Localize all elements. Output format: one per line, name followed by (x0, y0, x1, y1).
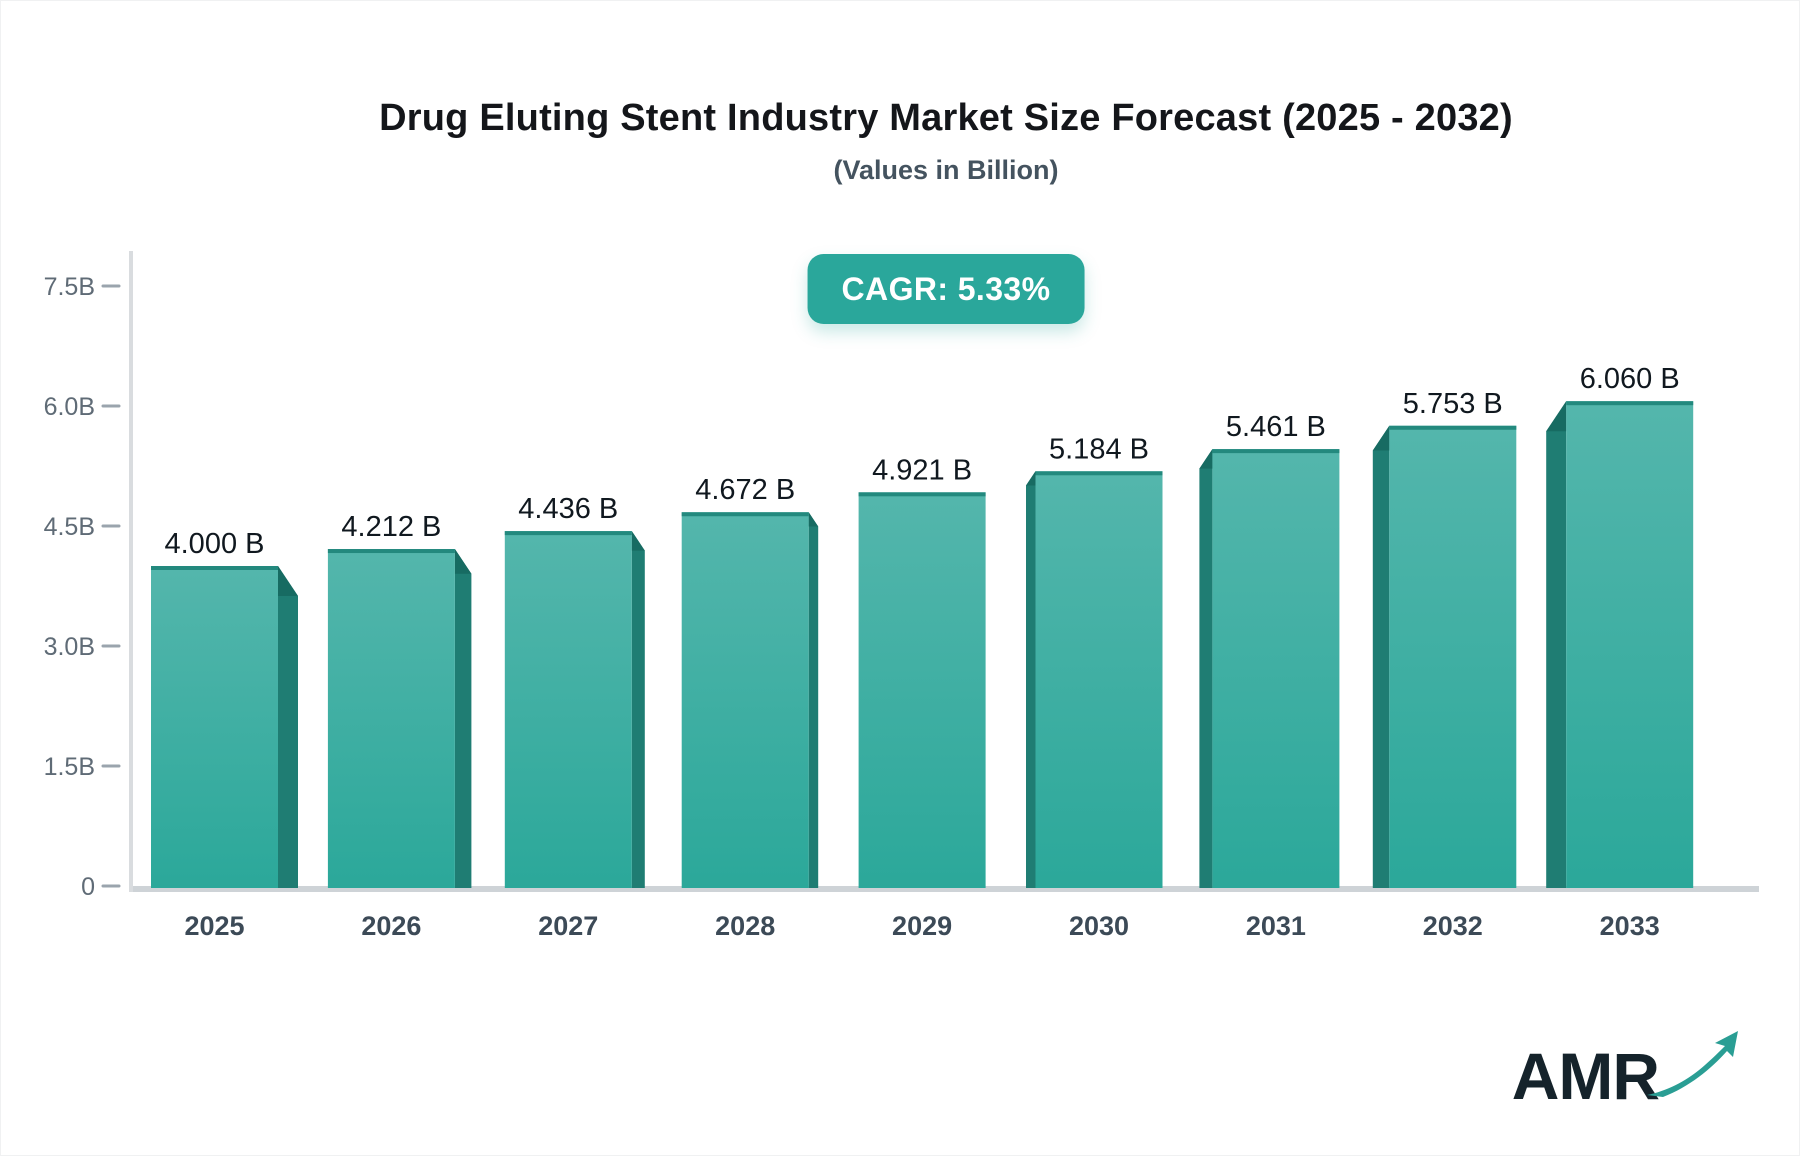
bar-2031: 5.461 B 2031 (1199, 411, 1340, 941)
x-category-label: 2031 (1246, 911, 1306, 941)
bar-value-label: 4.436 B (518, 493, 618, 525)
bar-top-edge (858, 492, 986, 497)
bar-side-face (454, 549, 472, 888)
bar-side-face (278, 566, 298, 888)
bar-front-face (504, 531, 632, 888)
growth-arrow-icon (1647, 1031, 1738, 1097)
bar-2025: 4.000 B 2025 (151, 528, 298, 941)
bar-value-label: 4.672 B (695, 474, 795, 506)
y-tick-label: 6.0B (44, 393, 95, 421)
bar-bevel-face (1026, 471, 1036, 486)
bar-bevel-face (278, 566, 298, 596)
y-tick-label: 7.5B (44, 273, 95, 301)
x-axis-line (129, 886, 1759, 892)
x-category-label: 2025 (184, 911, 244, 941)
bar-top-edge (1566, 401, 1694, 406)
bar-value-label: 5.184 B (1049, 433, 1149, 465)
bar-side-face (1372, 425, 1390, 888)
bar-bevel-face (808, 512, 819, 527)
x-category-label: 2033 (1600, 911, 1660, 941)
bar-top-edge (504, 531, 632, 536)
chart-header: Drug Eluting Stent Industry Market Size … (131, 1, 1761, 186)
x-category-label: 2027 (538, 911, 598, 941)
bar-top-edge (151, 566, 278, 570)
bar-2027: 4.436 B 2027 (504, 493, 645, 941)
bar-top-edge (327, 549, 455, 554)
bar-value-label: 5.753 B (1403, 388, 1503, 420)
chart-title: Drug Eluting Stent Industry Market Size … (379, 97, 1513, 139)
y-tick-label: 0 (81, 873, 95, 901)
bar-value-label: 4.212 B (341, 511, 441, 543)
bar-front-face (1212, 449, 1340, 888)
bar-bevel-face (1199, 449, 1213, 469)
x-category-label: 2026 (361, 911, 421, 941)
y-tick-label: 1.5B (44, 753, 95, 781)
x-category-label: 2028 (715, 911, 775, 941)
bar-front-face (1566, 401, 1694, 888)
bar-front-face (327, 549, 455, 888)
bar-2029: 4.921 B 2029 (858, 454, 986, 941)
bar-value-label: 6.060 B (1580, 363, 1680, 395)
bar-top-edge (1035, 471, 1163, 476)
bar-side-face (808, 512, 819, 888)
bar-2028: 4.672 B 2028 (681, 474, 819, 941)
bar-2030: 5.184 B 2030 (1026, 433, 1163, 941)
bar-bevel-face (1372, 425, 1390, 451)
chart-subtitle: (Values in Billion) (833, 154, 1059, 185)
bar-front-face (1389, 425, 1517, 888)
bar-side-face (1026, 471, 1036, 888)
bar-bevel-face (454, 549, 472, 574)
cagr-badge: CAGR: 5.33% (807, 254, 1085, 324)
bar-side-face (631, 531, 645, 888)
bar-bevel-face (1546, 401, 1567, 432)
amr-logo: AMR (1512, 1029, 1741, 1109)
bar-top-edge (1212, 449, 1340, 454)
bar-front-face (151, 566, 278, 888)
bar-front-face (681, 512, 809, 888)
bar-2033: 6.060 B 2033 (1546, 363, 1694, 941)
bar-value-label: 4.921 B (872, 454, 972, 486)
bar-value-label: 4.000 B (165, 528, 265, 560)
bar-front-face (1035, 471, 1163, 888)
x-category-label: 2032 (1423, 911, 1483, 941)
bar-top-edge (681, 512, 809, 517)
bar-2026: 4.212 B 2026 (327, 511, 472, 941)
bar-2032: 5.753 B 2032 (1372, 388, 1517, 941)
y-axis-line (129, 251, 133, 892)
bar-side-face (1546, 401, 1567, 888)
amr-logo-text: AMR (1511, 1039, 1660, 1113)
bar-side-face (1199, 449, 1213, 888)
y-tick-label: 3.0B (44, 633, 95, 661)
x-category-label: 2029 (892, 911, 952, 941)
bar-top-edge (1389, 425, 1517, 430)
y-tick-label: 4.5B (44, 513, 95, 541)
bar-value-label: 5.461 B (1226, 411, 1326, 443)
bar-bevel-face (631, 531, 645, 551)
bar-front-face (858, 492, 986, 888)
x-category-label: 2030 (1069, 911, 1129, 941)
